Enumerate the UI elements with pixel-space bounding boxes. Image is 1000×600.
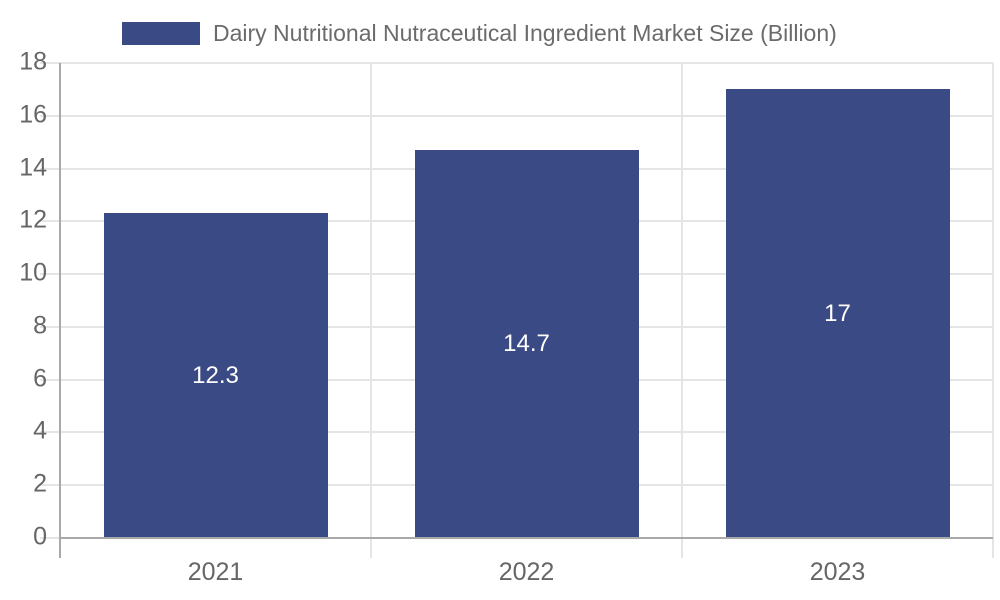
x-axis-tick	[992, 538, 994, 558]
x-axis-label: 2023	[809, 558, 866, 586]
gridline-horizontal	[60, 114, 993, 117]
y-axis-label: 18	[19, 47, 47, 76]
bar-2021[interactable]	[103, 213, 328, 538]
y-axis-label: 8	[33, 311, 47, 340]
y-axis-tick	[40, 114, 60, 117]
y-axis-tick	[40, 220, 60, 223]
y-axis-label: 16	[19, 100, 47, 129]
y-axis-label: 4	[33, 416, 47, 445]
gridline-vertical	[370, 63, 372, 538]
y-axis-label: 0	[33, 522, 47, 551]
y-axis-tick	[40, 484, 60, 487]
y-axis-tick	[40, 431, 60, 434]
bar-2023[interactable]	[725, 89, 950, 538]
x-axis-label: 2021	[187, 558, 244, 586]
y-axis-tick	[40, 62, 60, 64]
bar-2022[interactable]	[414, 150, 639, 538]
gridline-horizontal	[60, 62, 993, 64]
bar-value-label: 17	[824, 299, 851, 327]
bar-value-label: 12.3	[192, 361, 239, 389]
x-axis-line	[60, 537, 993, 539]
x-axis-tick	[370, 538, 372, 558]
y-axis-tick	[40, 325, 60, 328]
chart-legend[interactable]: Dairy Nutritional Nutraceutical Ingredie…	[122, 19, 837, 47]
y-axis-tick	[40, 273, 60, 276]
y-axis-tick	[40, 378, 60, 381]
legend-swatch	[122, 21, 200, 45]
y-axis-tick	[40, 167, 60, 170]
bar-value-label: 14.7	[503, 330, 550, 358]
y-axis-line	[59, 63, 61, 558]
legend-label: Dairy Nutritional Nutraceutical Ingredie…	[213, 20, 837, 46]
gridline-vertical	[681, 63, 683, 538]
y-axis-label: 10	[19, 258, 47, 287]
x-axis-tick	[681, 538, 683, 558]
y-axis-tick	[40, 537, 60, 539]
gridline-vertical	[992, 63, 994, 538]
y-axis-label: 14	[19, 152, 47, 181]
x-axis-label: 2022	[498, 558, 555, 586]
y-axis-label: 12	[19, 205, 47, 234]
y-axis-label: 6	[33, 363, 47, 392]
y-axis-label: 2	[33, 469, 47, 498]
